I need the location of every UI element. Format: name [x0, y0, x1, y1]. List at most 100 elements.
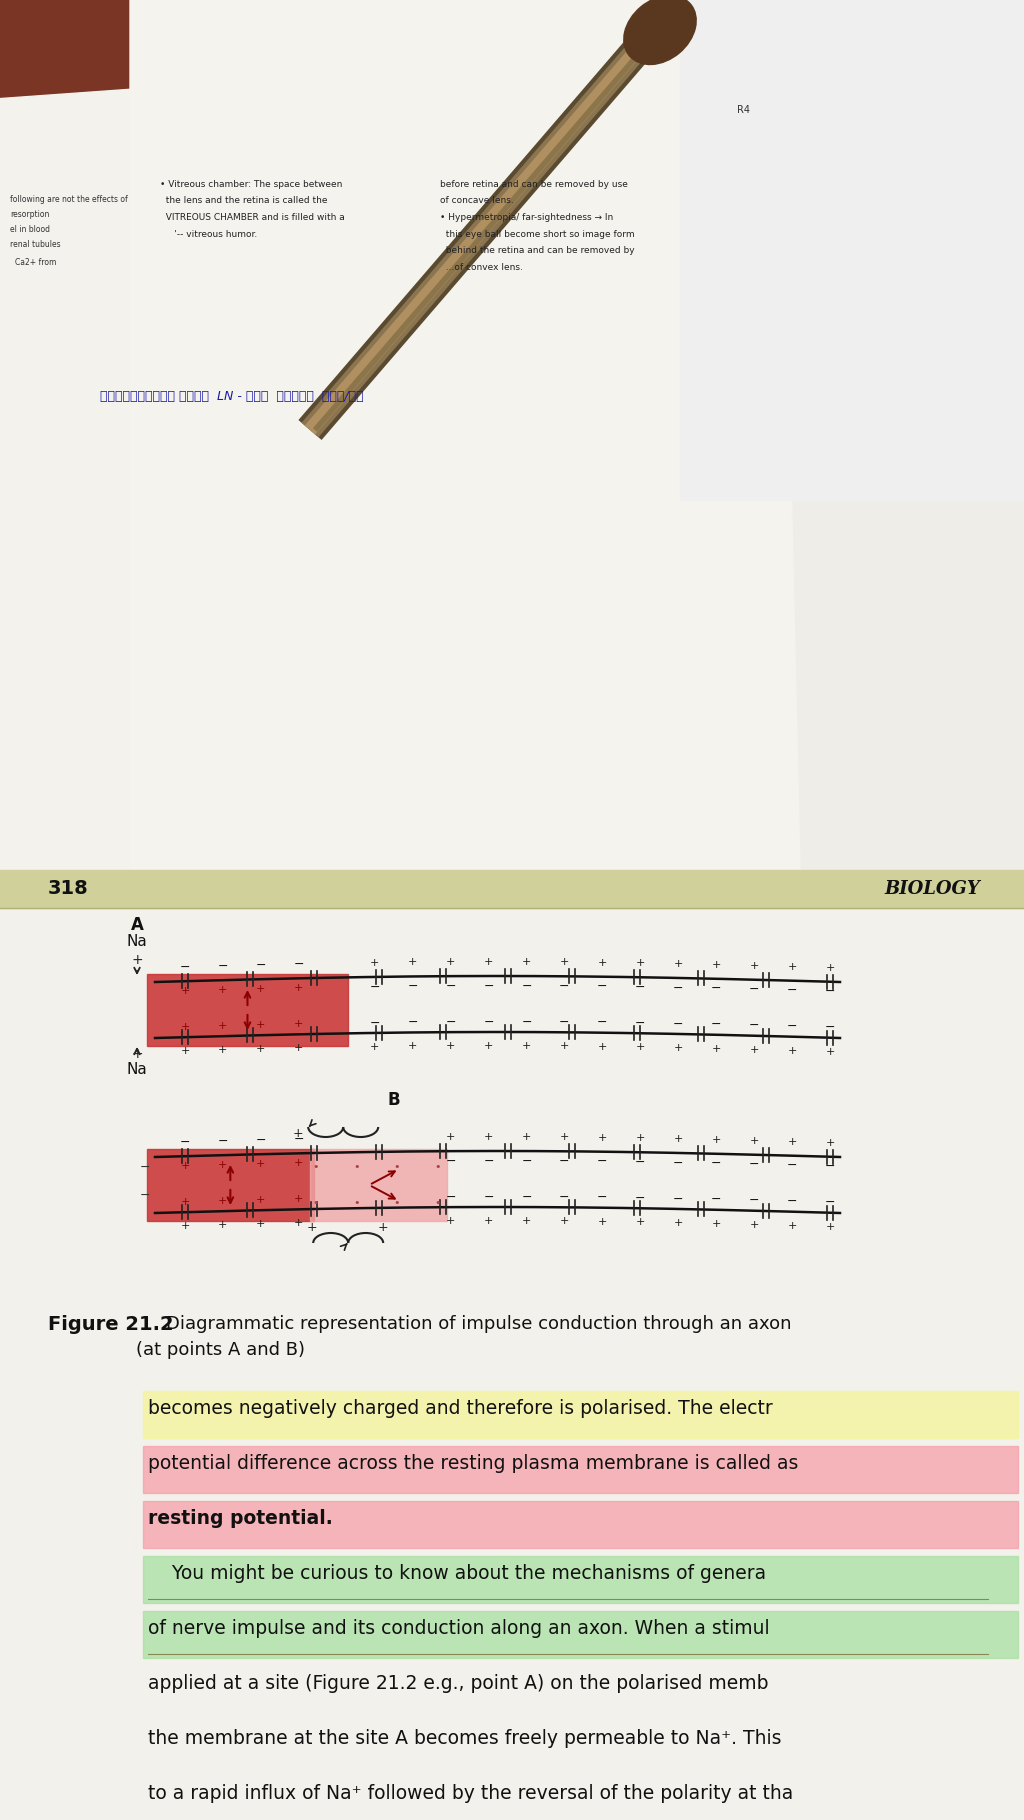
- Text: the membrane at the site A becomes freely permeable to Na⁺. This: the membrane at the site A becomes freel…: [148, 1729, 781, 1747]
- Text: −: −: [824, 1159, 836, 1174]
- Text: +: +: [674, 1218, 683, 1229]
- Text: +: +: [294, 1043, 303, 1054]
- Ellipse shape: [624, 0, 696, 64]
- Text: becomes negatively charged and therefore is polarised. The electr: becomes negatively charged and therefore…: [148, 1400, 773, 1418]
- Text: −: −: [521, 1154, 531, 1168]
- Text: +: +: [560, 1132, 569, 1143]
- Text: +: +: [445, 1041, 456, 1052]
- Text: +: +: [712, 1045, 721, 1054]
- Text: +: +: [636, 959, 645, 968]
- Text: −: −: [635, 1017, 645, 1030]
- Text: −: −: [218, 959, 228, 972]
- Text: −: −: [559, 979, 569, 992]
- Text: +: +: [712, 1136, 721, 1145]
- Text: •: •: [312, 1198, 318, 1208]
- Text: +: +: [750, 961, 759, 970]
- Text: +: +: [218, 1159, 227, 1170]
- Text: +: +: [560, 1041, 569, 1052]
- Text: −: −: [445, 1154, 456, 1168]
- Text: +: +: [294, 1218, 303, 1229]
- Text: −: −: [673, 981, 683, 994]
- Text: +: +: [408, 1041, 418, 1052]
- Text: resting potential.: resting potential.: [148, 1509, 333, 1529]
- Text: +: +: [218, 1219, 227, 1230]
- Text: +: +: [484, 1041, 494, 1050]
- Text: +: +: [522, 1132, 531, 1143]
- Text: +: +: [445, 1216, 456, 1227]
- Text: −: −: [673, 1156, 683, 1170]
- Text: +: +: [294, 1158, 303, 1168]
- Text: 318: 318: [48, 879, 89, 899]
- Text: −: −: [139, 1188, 151, 1201]
- Text: −: −: [749, 1194, 760, 1207]
- Text: +: +: [218, 1021, 227, 1032]
- Text: Ca2+ from: Ca2+ from: [15, 258, 56, 268]
- Text: +: +: [787, 1221, 797, 1230]
- Text: +: +: [370, 957, 380, 968]
- Text: −: −: [711, 1158, 722, 1170]
- Text: খাতুকালেরু লেখে  LN - ২রু  ানাবে  স্ক/২৯: খাতুকালেরু লেখে LN - ২রু ানাবে স্ক/২৯: [100, 389, 364, 402]
- Bar: [143, 1390, 1018, 1438]
- Text: −: −: [408, 979, 418, 994]
- Bar: [0, 870, 1024, 908]
- Text: •: •: [394, 1161, 400, 1172]
- Text: You might be curious to know about the mechanisms of genera: You might be curious to know about the m…: [148, 1563, 766, 1583]
- Text: −: −: [408, 1016, 418, 1028]
- Text: −: −: [559, 1154, 569, 1168]
- Text: A: A: [131, 915, 143, 934]
- Text: renal tubules: renal tubules: [10, 240, 60, 249]
- Text: Na: Na: [127, 1063, 147, 1077]
- Text: B: B: [388, 1090, 400, 1108]
- Text: R4: R4: [737, 106, 750, 115]
- Text: VITREOUS CHAMBER and is filled with a: VITREOUS CHAMBER and is filled with a: [160, 213, 345, 222]
- Text: • Vitreous chamber: The space between: • Vitreous chamber: The space between: [160, 180, 342, 189]
- Text: •: •: [353, 1161, 359, 1172]
- Text: +: +: [131, 954, 142, 966]
- Text: −: −: [559, 1190, 569, 1203]
- Text: •: •: [353, 1198, 359, 1208]
- Text: +: +: [408, 957, 418, 968]
- Text: +: +: [825, 1138, 835, 1148]
- Text: −: −: [635, 1156, 645, 1168]
- Text: −: −: [483, 1154, 494, 1167]
- Bar: [143, 1611, 1018, 1658]
- Text: to a rapid influx of Na⁺ followed by the reversal of the polarity at tha: to a rapid influx of Na⁺ followed by the…: [148, 1784, 794, 1804]
- Text: −: −: [256, 1134, 266, 1147]
- Text: '-- vitreous humor.: '-- vitreous humor.: [160, 229, 257, 238]
- Text: −: −: [521, 1190, 531, 1203]
- Text: +: +: [636, 1043, 645, 1052]
- Text: +: +: [598, 1132, 607, 1143]
- Bar: [143, 1556, 1018, 1603]
- Text: +: +: [560, 1216, 569, 1227]
- Text: −: −: [483, 1190, 494, 1203]
- Text: −: −: [711, 983, 722, 996]
- Text: +: +: [598, 1218, 607, 1227]
- Text: +: +: [256, 1159, 265, 1168]
- Text: of concave lens.: of concave lens.: [440, 197, 514, 206]
- Text: +: +: [445, 957, 456, 966]
- Text: •: •: [434, 1161, 441, 1172]
- Text: −: −: [256, 959, 266, 972]
- Text: −: −: [445, 979, 456, 992]
- Text: •: •: [394, 1198, 400, 1208]
- Text: −: −: [786, 1021, 798, 1034]
- Text: −: −: [483, 1016, 494, 1028]
- Polygon shape: [0, 80, 280, 870]
- Text: +: +: [750, 1219, 759, 1230]
- Text: +: +: [180, 986, 189, 996]
- Text: +: +: [787, 1138, 797, 1147]
- Text: the lens and the retina is called the: the lens and the retina is called the: [160, 197, 328, 206]
- Text: +: +: [131, 1046, 142, 1061]
- Text: +: +: [218, 1045, 227, 1056]
- Text: −: −: [749, 1158, 760, 1172]
- Text: −: −: [711, 1017, 722, 1032]
- Text: • Hypermetropia/ far-sightedness → In: • Hypermetropia/ far-sightedness → In: [440, 213, 613, 222]
- Text: −: −: [521, 1016, 531, 1028]
- Text: Diagrammatic representation of impulse conduction through an axon: Diagrammatic representation of impulse c…: [166, 1316, 792, 1332]
- Text: +: +: [522, 957, 531, 966]
- Text: −: −: [786, 1196, 798, 1208]
- Text: −: −: [483, 979, 494, 992]
- Text: −: −: [559, 1016, 569, 1028]
- Text: −: −: [294, 1132, 304, 1147]
- Text: +: +: [750, 1136, 759, 1147]
